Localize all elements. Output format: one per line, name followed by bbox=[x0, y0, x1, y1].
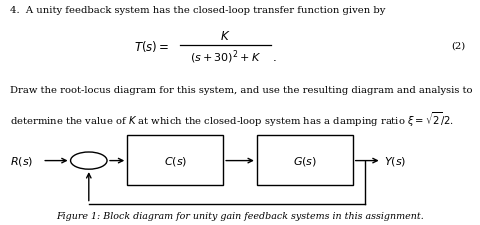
Text: Figure 1: Block diagram for unity gain feedback systems in this assignment.: Figure 1: Block diagram for unity gain f… bbox=[56, 212, 424, 220]
Text: $(s+30)^2 + K$: $(s+30)^2 + K$ bbox=[190, 49, 261, 66]
Text: 4.  A unity feedback system has the closed-loop transfer function given by: 4. A unity feedback system has the close… bbox=[10, 6, 385, 15]
Text: $K$: $K$ bbox=[220, 29, 231, 43]
Text: $R(s)$: $R(s)$ bbox=[10, 154, 33, 167]
Text: $.$: $.$ bbox=[272, 51, 276, 64]
Text: $T(s) =$: $T(s) =$ bbox=[134, 39, 170, 54]
Text: $Y(s)$: $Y(s)$ bbox=[384, 154, 407, 167]
FancyBboxPatch shape bbox=[127, 135, 223, 186]
Text: Draw the root-locus diagram for this system, and use the resulting diagram and a: Draw the root-locus diagram for this sys… bbox=[10, 86, 472, 94]
FancyBboxPatch shape bbox=[257, 135, 353, 186]
Text: $C(s)$: $C(s)$ bbox=[164, 154, 187, 167]
Text: determine the value of $K$ at which the closed-loop system has a damping ratio $: determine the value of $K$ at which the … bbox=[10, 110, 454, 129]
Text: $G(s)$: $G(s)$ bbox=[293, 154, 317, 167]
Text: (2): (2) bbox=[451, 42, 466, 51]
